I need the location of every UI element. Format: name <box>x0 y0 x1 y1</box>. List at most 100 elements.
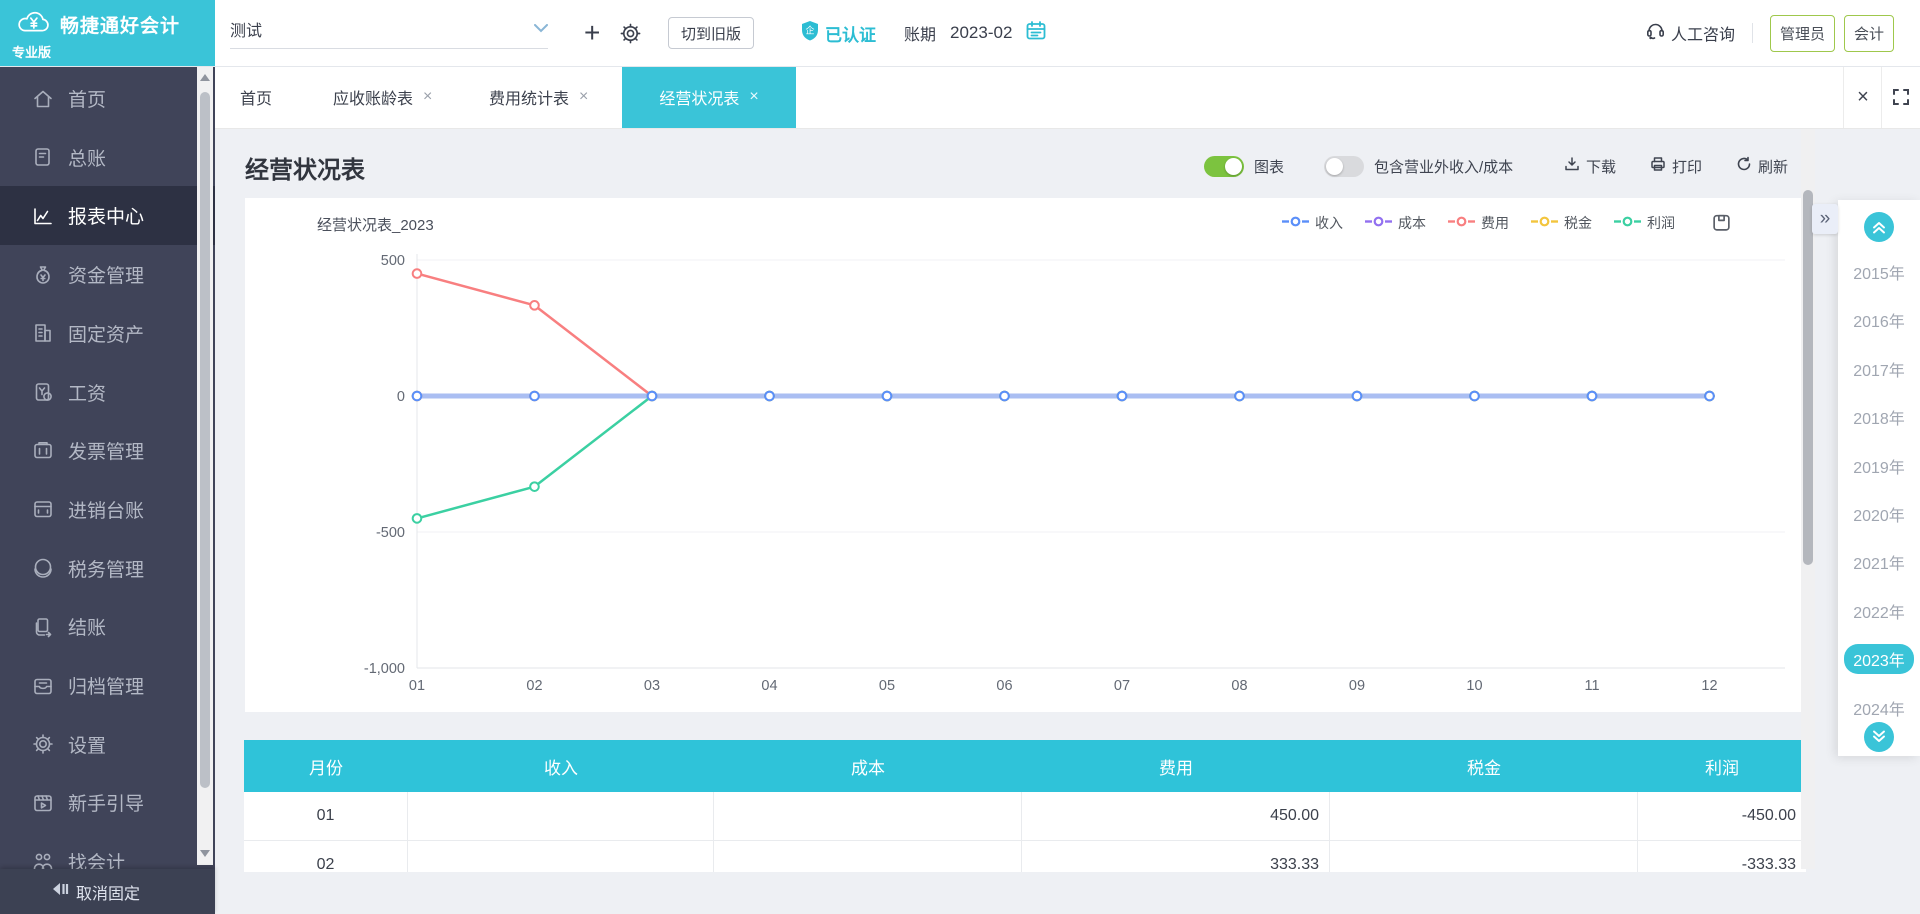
year-item-2020[interactable]: 2020年 <box>1853 508 1905 525</box>
gear-icon[interactable] <box>619 0 642 66</box>
tab-expense-stats[interactable]: 费用统计表 × <box>489 66 601 128</box>
main-scrollbar-thumb[interactable] <box>1803 190 1813 565</box>
table-row-1[interactable]: 02 333.33 -333.33 <box>244 841 1806 872</box>
close-all-tabs-button[interactable]: × <box>1843 66 1882 128</box>
role-badge-1[interactable]: 会计 <box>1844 14 1895 52</box>
scroll-down-arrow-icon[interactable] <box>200 850 210 857</box>
svg-text:06: 06 <box>996 678 1012 694</box>
scroll-up-arrow-icon[interactable] <box>200 74 210 81</box>
invoice-icon: ¥ <box>31 439 55 463</box>
main-scrollbar[interactable] <box>1801 128 1815 869</box>
calendar-icon[interactable] <box>1026 21 1046 45</box>
account-set-selector[interactable]: 测试 <box>230 10 548 49</box>
year-item-2016[interactable]: 2016年 <box>1853 314 1905 332</box>
legend-marker-icon <box>1365 214 1392 232</box>
table-cell <box>1330 841 1638 872</box>
legend-item-4[interactable]: 利润 <box>1614 213 1675 233</box>
account-set-name: 测试 <box>230 23 263 40</box>
sidebar-item-label: 结账 <box>68 618 107 640</box>
unpin-label: 取消固定 <box>76 885 141 903</box>
tab-close-icon[interactable]: × <box>749 88 759 105</box>
year-item-2022[interactable]: 2022年 <box>1853 604 1905 622</box>
sidebar-item-archive[interactable]: 归档管理 <box>0 656 215 715</box>
table-row-0[interactable]: 01 450.00 -450.00 <box>244 792 1806 841</box>
year-item-2024[interactable]: 2024年 <box>1853 701 1905 719</box>
year-item-2015[interactable]: 2015年 <box>1853 266 1905 283</box>
sidebar-item-trade[interactable]: ¥ 进销台账 <box>0 480 215 539</box>
tab-home[interactable]: 首页 <box>240 66 280 128</box>
tab-operating-status[interactable]: 经营状况表 × <box>622 66 796 128</box>
legend-item-1[interactable]: 成本 <box>1365 213 1426 233</box>
sidebar-item-asset[interactable]: 固定资产 <box>0 304 215 363</box>
closing-icon: ¥ <box>31 615 55 639</box>
sidebar-item-settings[interactable]: 设置 <box>0 715 215 774</box>
save-image-icon[interactable] <box>1711 212 1732 233</box>
sidebar-scrollbar[interactable] <box>197 66 213 865</box>
selected-year-pill: 2023年 <box>1844 644 1914 675</box>
trade-icon: ¥ <box>31 497 55 521</box>
svg-text:税: 税 <box>38 562 47 573</box>
sidebar-item-find[interactable]: 找会计 <box>0 832 215 891</box>
fullscreen-icon[interactable] <box>1881 66 1920 128</box>
legend-label: 税金 <box>1564 214 1592 231</box>
sidebar-item-report[interactable]: 报表中心 <box>0 186 215 246</box>
sidebar-item-label: 设置 <box>68 735 107 757</box>
unpin-sidebar-button[interactable]: 取消固定 <box>0 869 215 914</box>
sidebar-item-home[interactable]: 首页 <box>0 69 215 128</box>
legend-item-0[interactable]: 收入 <box>1282 213 1343 233</box>
salary-icon: ¥ <box>31 380 55 404</box>
download-button[interactable]: 下载 <box>1564 156 1616 177</box>
column-header-1: 收入 <box>544 758 578 778</box>
sidebar-item-closing[interactable]: ¥ 结账 <box>0 597 215 656</box>
sidebar-item-invoice[interactable]: ¥ 发票管理 <box>0 421 215 480</box>
svg-text:¥: ¥ <box>40 447 46 456</box>
scroll-years-up-button[interactable] <box>1864 212 1894 242</box>
sidebar-item-guide[interactable]: 新手引导 <box>0 773 215 832</box>
year-item-2017[interactable]: 2017年 <box>1853 362 1905 380</box>
sidebar-item-label: 报表中心 <box>68 207 145 229</box>
table-header: 月份 收入 成本 费用 税金 利润 <box>244 740 1806 792</box>
top-bar: 畅捷通好会计 专业版 测试 + 切到旧版 企 已认证 账期 202 <box>0 0 1920 67</box>
period-label: 账期 <box>904 27 937 44</box>
tab-receivable-aging[interactable]: 应收账龄表 × <box>333 66 445 128</box>
column-header-2: 成本 <box>851 758 885 778</box>
year-item-2021[interactable]: 2021年 <box>1853 556 1905 574</box>
svg-text:-500: -500 <box>376 525 405 541</box>
year-item-2019[interactable]: 2019年 <box>1853 459 1905 477</box>
page-title: 经营状况表 <box>245 157 365 184</box>
sidebar-item-funds[interactable]: 资金管理 <box>0 245 215 304</box>
sidebar-item-salary[interactable]: ¥ 工资 <box>0 363 215 422</box>
certified-badge[interactable]: 企 已认证 <box>800 0 876 66</box>
role-badge-0[interactable]: 管理员 <box>1770 14 1836 52</box>
chart-legend: 收入 成本 费用 税金 利润 <box>1282 212 1732 233</box>
tab-label: 费用统计表 <box>489 91 570 108</box>
sidebar-item-ledger[interactable]: ¥ 总账 <box>0 128 215 187</box>
sidebar-scrollbar-thumb[interactable] <box>200 92 210 788</box>
scroll-years-down-button[interactable] <box>1864 722 1894 752</box>
column-header-3: 费用 <box>1159 758 1193 778</box>
tab-close-icon[interactable]: × <box>579 88 589 105</box>
include-nonoperating-toggle[interactable] <box>1324 155 1364 177</box>
chart-title: 经营状况表_2023 <box>317 217 434 234</box>
legend-item-3[interactable]: 税金 <box>1531 213 1592 233</box>
app-title: 畅捷通好会计 <box>60 16 181 37</box>
sidebar-item-tax[interactable]: 税 税务管理 <box>0 539 215 598</box>
period-value[interactable]: 2023-02 <box>950 23 1013 42</box>
refresh-button[interactable]: 刷新 <box>1736 156 1788 177</box>
svg-text:04: 04 <box>761 678 777 694</box>
svg-text:12: 12 <box>1701 678 1717 694</box>
column-header-5: 利润 <box>1705 758 1739 778</box>
print-button[interactable]: 打印 <box>1650 156 1702 177</box>
tab-close-icon[interactable]: × <box>423 88 433 105</box>
collapse-year-panel-button[interactable]: » <box>1812 204 1838 234</box>
year-item-2018[interactable]: 2018年 <box>1853 411 1905 429</box>
switch-old-version-button[interactable]: 切到旧版 <box>668 17 755 49</box>
year-item-2023[interactable]: 2023年 <box>1838 644 1920 675</box>
legend-item-2[interactable]: 费用 <box>1448 213 1509 233</box>
chart-toggle[interactable] <box>1204 155 1244 177</box>
live-support[interactable]: 人工咨询 <box>1646 0 1735 66</box>
legend-items: 收入 成本 费用 税金 利润 <box>1282 213 1675 233</box>
add-icon[interactable]: + <box>584 17 601 48</box>
